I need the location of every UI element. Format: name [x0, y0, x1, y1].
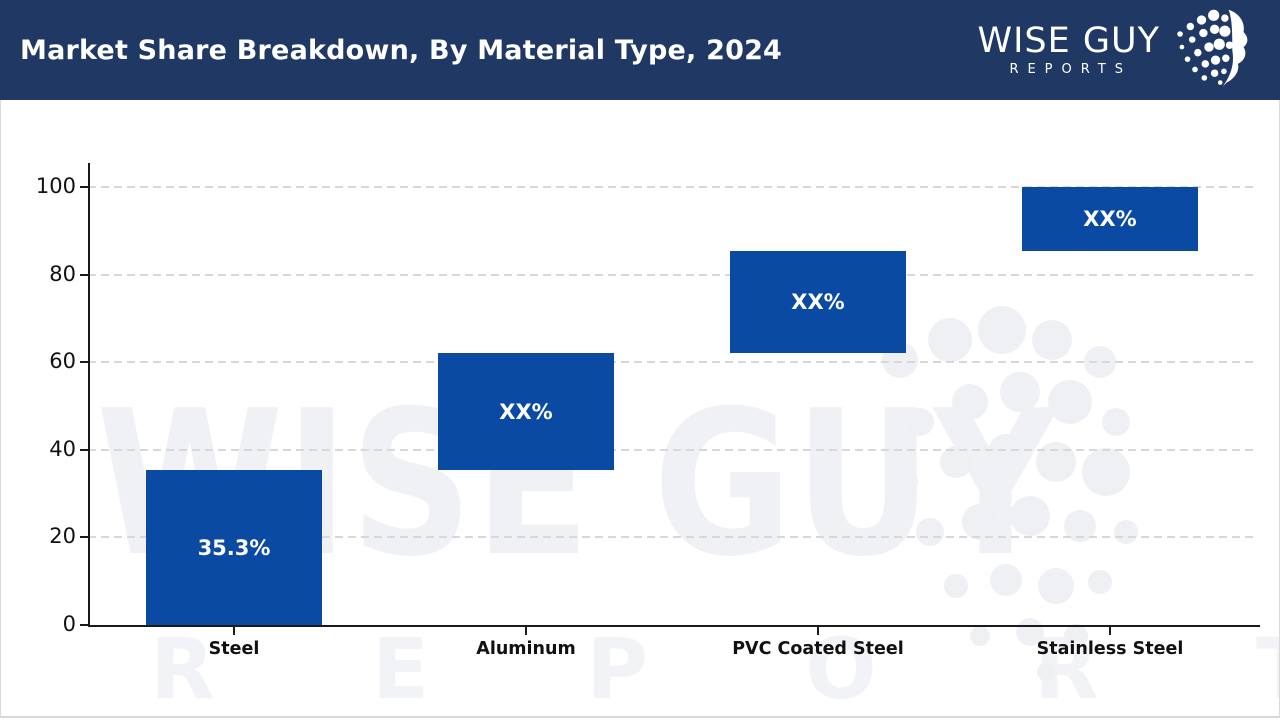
- category-label-1: Aluminum: [476, 639, 576, 659]
- bar-value-label: 35.3%: [197, 535, 271, 560]
- x-axis-line: [88, 625, 1260, 627]
- category-label-2: PVC Coated Steel: [732, 639, 904, 659]
- gridline-y60: [88, 361, 1256, 364]
- xtick-mark-1: [525, 627, 527, 635]
- ytick-label-80: 80: [49, 261, 76, 286]
- bar-steel: 35.3%: [146, 470, 322, 625]
- ytick-mark-80: [80, 273, 88, 276]
- wiseguy-logo-text: WISE GUY REPORTS: [977, 21, 1160, 77]
- xtick-mark-0: [233, 627, 235, 635]
- xtick-mark-2: [817, 627, 819, 635]
- gridline-y40: [88, 448, 1256, 451]
- gridline-y20: [88, 536, 1256, 539]
- category-label-0: Steel: [208, 639, 260, 659]
- header-bar: Market Share Breakdown, By Material Type…: [0, 0, 1280, 100]
- bar-value-label: XX%: [791, 289, 845, 314]
- category-label-3: Stainless Steel: [1036, 639, 1184, 659]
- gridline-y100: [88, 186, 1256, 188]
- xtick-mark-3: [1109, 627, 1111, 635]
- chart-title: Market Share Breakdown, By Material Type…: [20, 34, 783, 66]
- ytick-mark-0: [80, 624, 88, 626]
- y-axis-line: [88, 163, 90, 627]
- bar-value-label: XX%: [499, 399, 553, 424]
- bar-pvc-coated-steel: XX%: [730, 250, 906, 354]
- ytick-label-20: 20: [49, 524, 76, 549]
- ytick-label-40: 40: [49, 436, 76, 461]
- ytick-mark-40: [80, 448, 88, 451]
- bar-aluminum: XX%: [438, 353, 614, 471]
- wiseguy-logo: WISE GUY REPORTS: [977, 6, 1252, 94]
- logo-subtitle: REPORTS: [1009, 62, 1133, 77]
- ytick-label-100: 100: [35, 174, 76, 198]
- ytick-label-0: 0: [62, 612, 76, 636]
- gridline-y80: [88, 273, 1256, 276]
- ytick-label-60: 60: [49, 349, 76, 374]
- watermark-face-dots: [860, 300, 1180, 694]
- bar-stainless-steel: XX%: [1022, 187, 1198, 251]
- bar-value-label: XX%: [1083, 206, 1137, 231]
- ytick-mark-100: [80, 186, 88, 188]
- wiseguy-logo-face-icon: [1166, 6, 1252, 94]
- logo-wordmark: WISE GUY: [977, 21, 1160, 61]
- ytick-mark-20: [80, 536, 88, 539]
- watermark-subtitle: R E P O R T S: [150, 620, 1280, 718]
- ytick-mark-60: [80, 361, 88, 364]
